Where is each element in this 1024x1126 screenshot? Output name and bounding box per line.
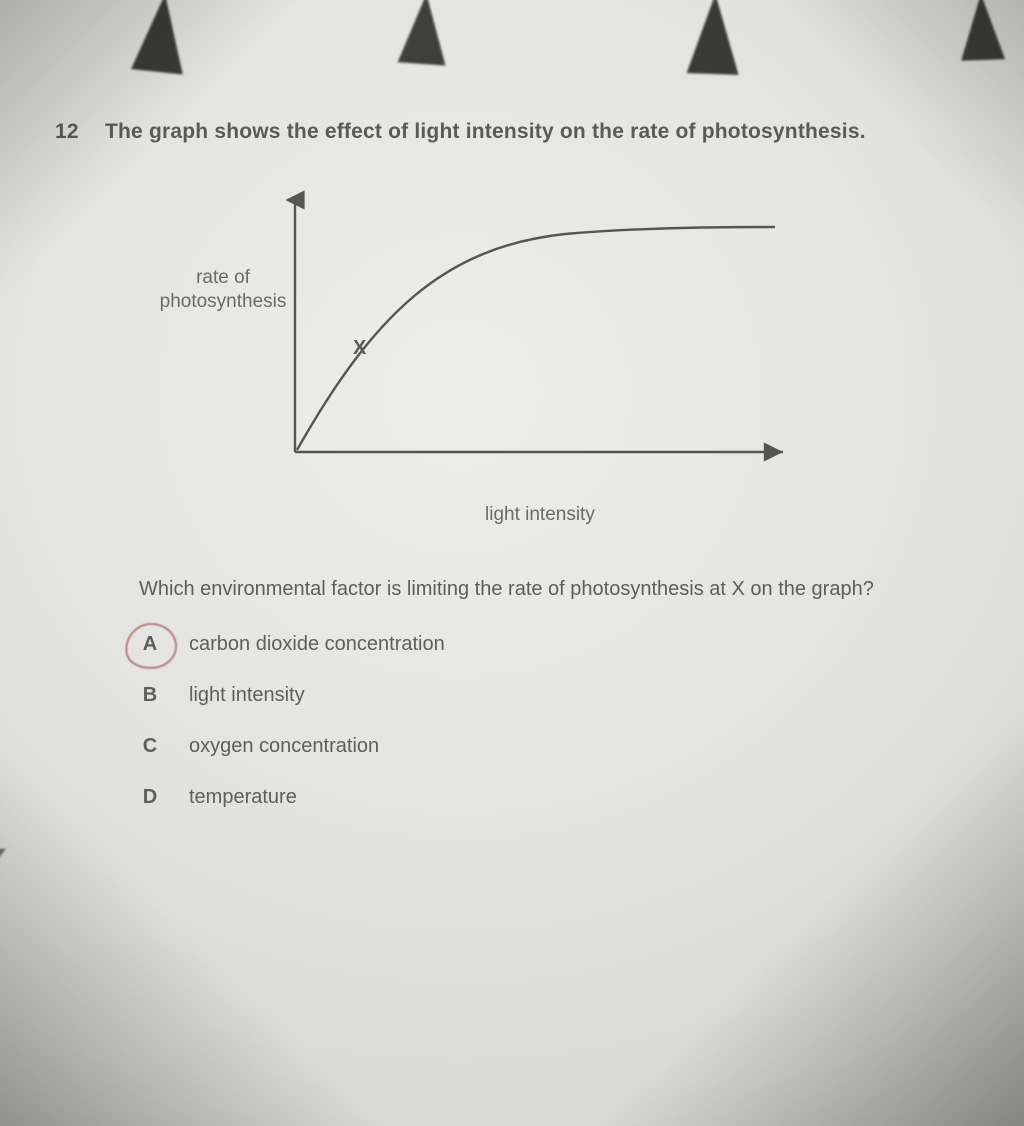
option-text: carbon dioxide concentration bbox=[189, 633, 445, 656]
option-text: oxygen concentration bbox=[189, 735, 379, 758]
answer-options: Acarbon dioxide concentration Blight inte… bbox=[139, 633, 984, 809]
question-stem-row: 12 The graph shows the effect of light i… bbox=[55, 120, 984, 144]
option-text: temperature bbox=[189, 786, 297, 809]
option-letter: C bbox=[139, 735, 161, 758]
answer-option-b[interactable]: Blight intensity bbox=[139, 684, 984, 707]
page-tab-shadow bbox=[131, 0, 191, 75]
page-tab-shadow bbox=[687, 0, 742, 75]
option-letter: B bbox=[139, 684, 161, 707]
question-stem: The graph shows the effect of light inte… bbox=[105, 120, 984, 144]
option-letter: D bbox=[139, 786, 161, 809]
y-axis-label: rate of photosynthesis bbox=[123, 266, 323, 314]
answer-option-d[interactable]: Dtemperature bbox=[139, 786, 984, 809]
page-tab-shadow bbox=[959, 0, 1005, 61]
graph-svg bbox=[235, 192, 795, 472]
photosynthesis-curve bbox=[297, 227, 775, 450]
graph-figure: rate of photosynthesis X light intensity bbox=[235, 192, 855, 492]
option-letter: A bbox=[139, 633, 161, 656]
handwritten-tick-icon: ✓ bbox=[0, 812, 42, 955]
graph-marker-x: X bbox=[353, 337, 366, 360]
sub-question: Which environmental factor is limiting t… bbox=[139, 578, 984, 601]
answer-option-c[interactable]: Coxygen concentration bbox=[139, 735, 984, 758]
question-block: 12 The graph shows the effect of light i… bbox=[55, 120, 984, 837]
question-number: 12 bbox=[55, 120, 87, 144]
page-tab-shadow bbox=[398, 0, 451, 66]
x-axis-label: light intensity bbox=[485, 504, 595, 526]
y-axis-label-line1: rate of bbox=[196, 267, 250, 288]
page-photo: 12 The graph shows the effect of light i… bbox=[0, 0, 1024, 1126]
option-text: light intensity bbox=[189, 684, 305, 707]
y-axis-label-line2: photosynthesis bbox=[160, 291, 287, 312]
answer-option-a[interactable]: Acarbon dioxide concentration bbox=[139, 633, 984, 656]
